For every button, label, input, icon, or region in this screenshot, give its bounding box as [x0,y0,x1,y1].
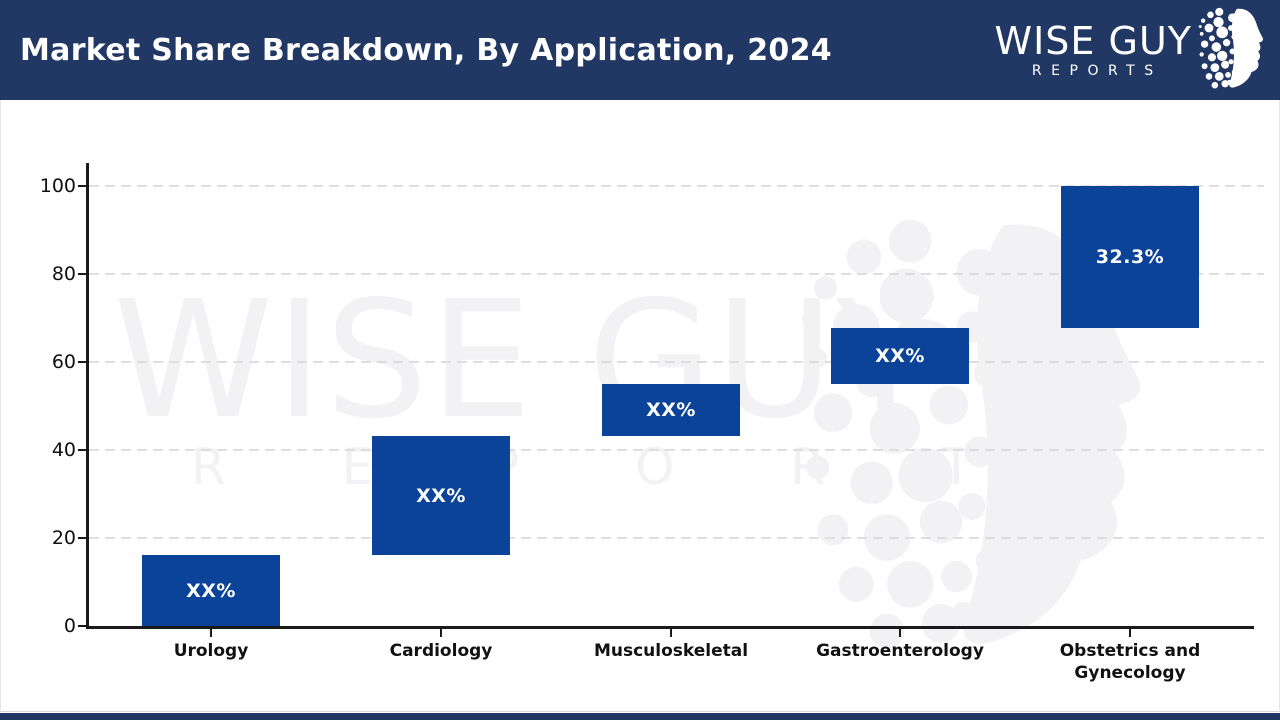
bar-obstetrics-and-gynecology: 32.3% [1061,186,1199,329]
y-axis-tick-label: 60 [51,351,76,373]
logo-wordmark: WISE GUY [994,18,1192,63]
gridline [89,449,1264,451]
x-axis-category-label: Musculoskeletal [593,641,749,661]
bar-gastroenterology: XX% [831,328,969,384]
gridline [89,185,1264,187]
bar-musculoskeletal: XX% [602,384,740,436]
bar-value-label: XX% [875,345,925,368]
x-axis-category-label: Cardiology [389,641,493,661]
bar-urology: XX% [142,555,280,626]
x-tick [670,629,672,637]
y-tick [78,625,86,627]
y-axis-tick-label: 80 [51,263,76,285]
x-axis-line [86,626,1254,629]
report-header: Market Share Breakdown, By Application, … [0,0,1280,100]
y-axis-line [86,163,89,629]
x-tick [210,629,212,637]
bar-value-label: XX% [646,398,696,421]
y-tick [78,449,86,451]
y-tick [78,273,86,275]
y-axis-tick-label: 40 [51,439,76,461]
y-axis-tick-label: 0 [63,615,76,637]
x-tick [440,629,442,637]
bar-value-label: 32.3% [1095,246,1165,269]
logo-text: WISE GUY REPORTS [995,21,1192,80]
x-tick [1129,629,1131,637]
y-axis-tick-label: 100 [39,175,76,197]
y-tick [78,361,86,363]
x-tick [899,629,901,637]
bar-value-label: XX% [186,579,236,602]
y-axis-tick-label: 20 [51,527,76,549]
y-tick [78,537,86,539]
gridline [89,361,1264,363]
x-axis-category-label: Gastroenterology [816,641,984,661]
gridline [89,537,1264,539]
footer-bar [0,713,1280,720]
gridline [89,273,1264,275]
wise-guy-logo: WISE GUY REPORTS [995,6,1268,94]
logo-subtitle: REPORTS [1031,62,1163,79]
x-axis-category-label: Urology [173,641,249,661]
page-title: Market Share Breakdown, By Application, … [20,33,832,68]
y-tick [78,185,86,187]
bar-value-label: XX% [416,484,466,507]
bar-cardiology: XX% [372,435,510,556]
x-axis-category-label: Obstetrics and Gynecology [1059,641,1201,683]
